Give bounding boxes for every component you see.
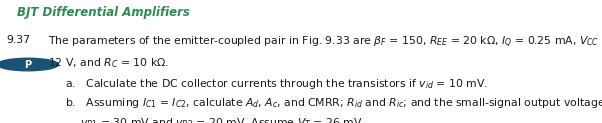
Text: BJT Differential Amplifiers: BJT Differential Amplifiers [17, 6, 190, 19]
Text: $v_{B1}$ = 30 mV and $v_{B2}$ = 20 mV. Assume $V_T$ = 26 mV.: $v_{B1}$ = 30 mV and $v_{B2}$ = 20 mV. A… [80, 116, 365, 123]
Text: 12 V, and $R_C$ = 10 kΩ.: 12 V, and $R_C$ = 10 kΩ. [49, 56, 169, 70]
Text: The parameters of the emitter-coupled pair in Fig. 9.33 are $\beta_F$ = 150, $R_: The parameters of the emitter-coupled pa… [49, 35, 602, 50]
Text: 9.37: 9.37 [6, 35, 30, 45]
Text: b.   Assuming $I_{C1}$ = $I_{C2}$, calculate $A_d$, $A_c$, and CMRR; $R_{id}$ an: b. Assuming $I_{C1}$ = $I_{C2}$, calcula… [65, 96, 602, 110]
Circle shape [0, 58, 58, 71]
Text: P: P [24, 60, 31, 69]
Text: a.   Calculate the DC collector currents through the transistors if $v_{id}$ = 1: a. Calculate the DC collector currents t… [65, 77, 488, 91]
